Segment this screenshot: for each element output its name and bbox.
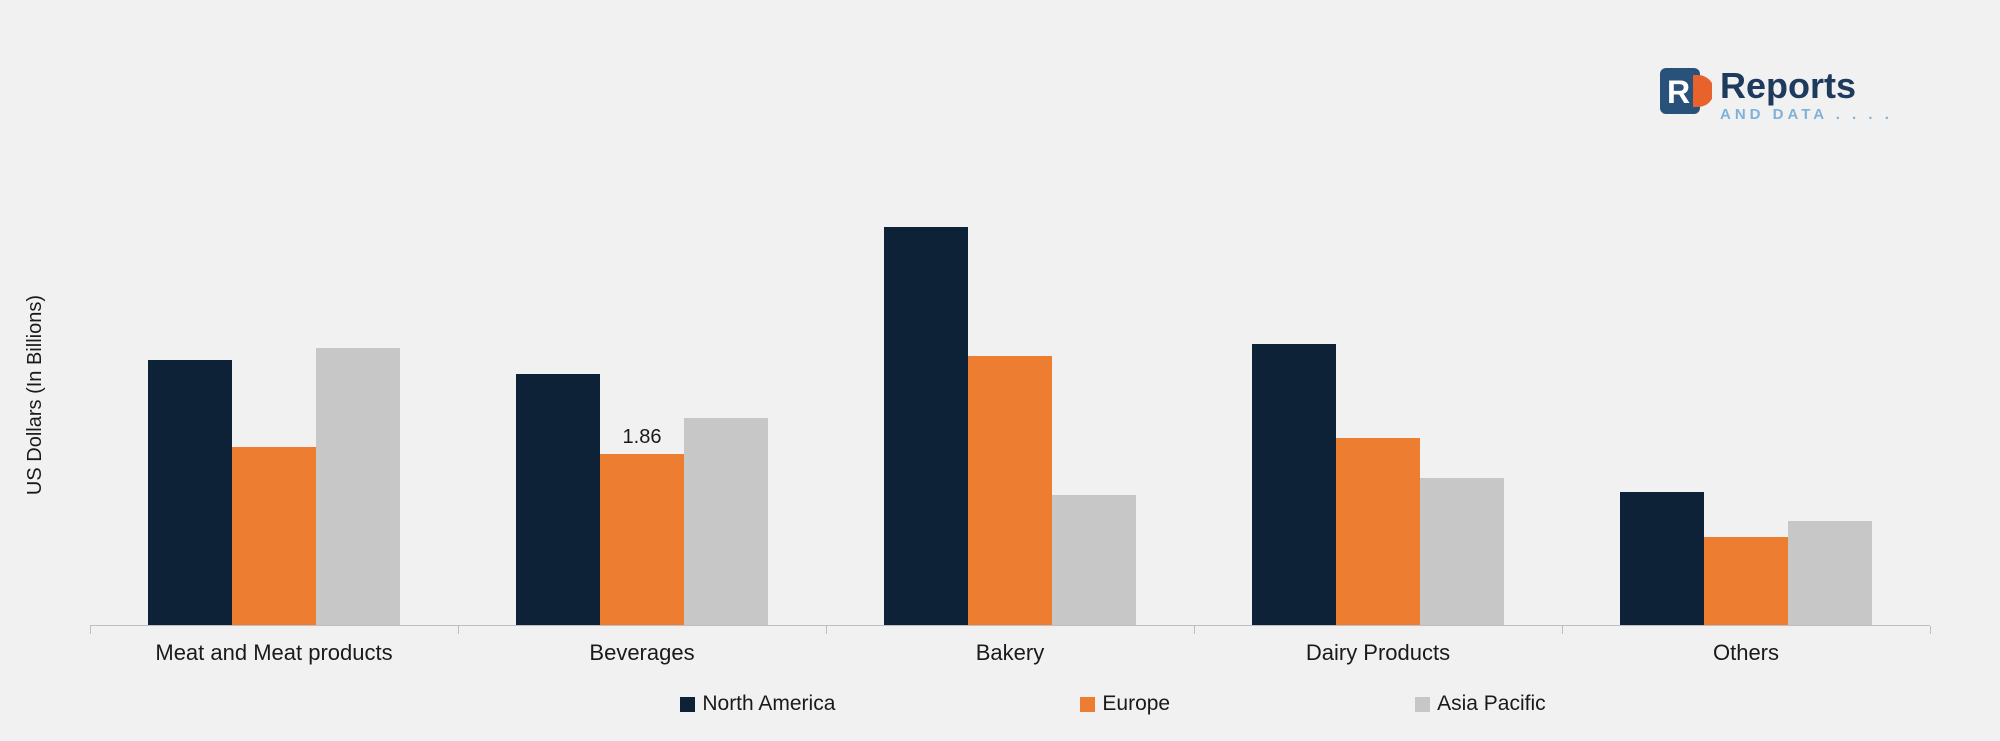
reports-and-data-logo: R Reports AND DATA . . . . — [1660, 68, 1893, 122]
bar-group-dairy-products — [1194, 165, 1562, 625]
bar-europe-bakery — [968, 356, 1052, 625]
legend-item-europe: Europe — [1080, 692, 1170, 716]
axis-tick — [458, 626, 459, 634]
axis-tick — [1194, 626, 1195, 634]
y-axis-title-text: US Dollars (In Billions) — [23, 294, 46, 496]
bar-group-meat-and-meat-products — [90, 165, 458, 625]
category-axis-labels: Meat and Meat products Beverages Bakery Dai… — [90, 640, 1930, 666]
plot-area: 1.86 — [90, 165, 1930, 625]
data-label-europe-beverages: 1.86 — [622, 426, 662, 448]
axis-tick — [90, 626, 91, 634]
bar-north-america-bakery — [884, 227, 968, 625]
bar-north-america-others — [1620, 492, 1704, 625]
bar-asia-pacific-bakery — [1052, 495, 1136, 625]
x-axis-line — [90, 625, 1931, 634]
category-label-beverages: Beverages — [589, 640, 695, 665]
bar-europe-meat-and-meat-products — [232, 447, 316, 625]
brand-name: Reports — [1720, 65, 1857, 106]
axis-tick — [1930, 626, 1931, 634]
bar-north-america-dairy-products — [1252, 344, 1336, 625]
category-label-bakery: Bakery — [975, 640, 1045, 665]
legend-item-asia-pacific: Asia Pacific — [1415, 692, 1546, 716]
bar-asia-pacific-dairy-products — [1420, 478, 1504, 625]
bar-group-beverages: 1.86 — [458, 165, 826, 625]
bar-asia-pacific-beverages — [684, 418, 768, 625]
category-label-dairy-products: Dairy Products — [1305, 640, 1451, 665]
axis-tick — [826, 626, 827, 634]
category-label-others: Others — [1712, 640, 1780, 665]
legend-swatch-north-america — [680, 696, 696, 712]
legend-swatch-asia-pacific — [1415, 696, 1431, 712]
bar-asia-pacific-meat-and-meat-products — [316, 348, 400, 625]
bar-asia-pacific-others — [1788, 521, 1872, 625]
legend-label-north-america: North America — [702, 692, 836, 715]
legend-item-north-america: North America — [680, 692, 835, 716]
svg-text:R: R — [1667, 74, 1690, 110]
legend: North America Europe Asia Pacific — [0, 692, 2000, 716]
y-axis-title: US Dollars (In Billions) — [18, 165, 52, 625]
category-label-meat-and-meat-products: Meat and Meat products — [155, 640, 393, 665]
bar-europe-dairy-products — [1336, 438, 1420, 625]
legend-label-europe: Europe — [1102, 692, 1171, 715]
legend-label-asia-pacific: Asia Pacific — [1437, 692, 1546, 715]
bar-north-america-meat-and-meat-products — [148, 360, 232, 625]
legend-swatch-europe — [1080, 696, 1096, 712]
axis-tick — [1562, 626, 1563, 634]
logo-text: Reports AND DATA . . . . — [1720, 65, 1893, 123]
reports-and-data-logo-icon: R — [1660, 68, 1714, 119]
bar-group-bakery — [826, 165, 1194, 625]
bar-group-others — [1562, 165, 1930, 625]
bar-europe-others — [1704, 537, 1788, 625]
bar-north-america-beverages — [516, 374, 600, 625]
bar-europe-beverages: 1.86 — [600, 426, 684, 625]
brand-tagline: AND DATA . . . . — [1720, 106, 1893, 123]
